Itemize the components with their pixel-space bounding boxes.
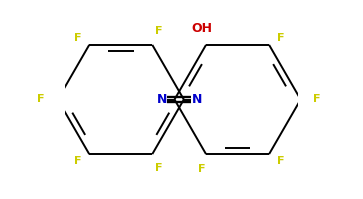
Text: F: F: [314, 95, 321, 104]
Text: F: F: [277, 156, 284, 166]
Text: F: F: [74, 33, 82, 43]
Text: F: F: [277, 33, 284, 43]
Text: OH: OH: [192, 22, 213, 35]
Text: F: F: [199, 164, 206, 174]
Text: F: F: [74, 156, 82, 166]
Text: F: F: [37, 95, 45, 104]
Text: N: N: [156, 93, 167, 106]
Text: F: F: [155, 26, 163, 36]
Text: F: F: [155, 163, 163, 173]
Text: N: N: [192, 93, 202, 106]
